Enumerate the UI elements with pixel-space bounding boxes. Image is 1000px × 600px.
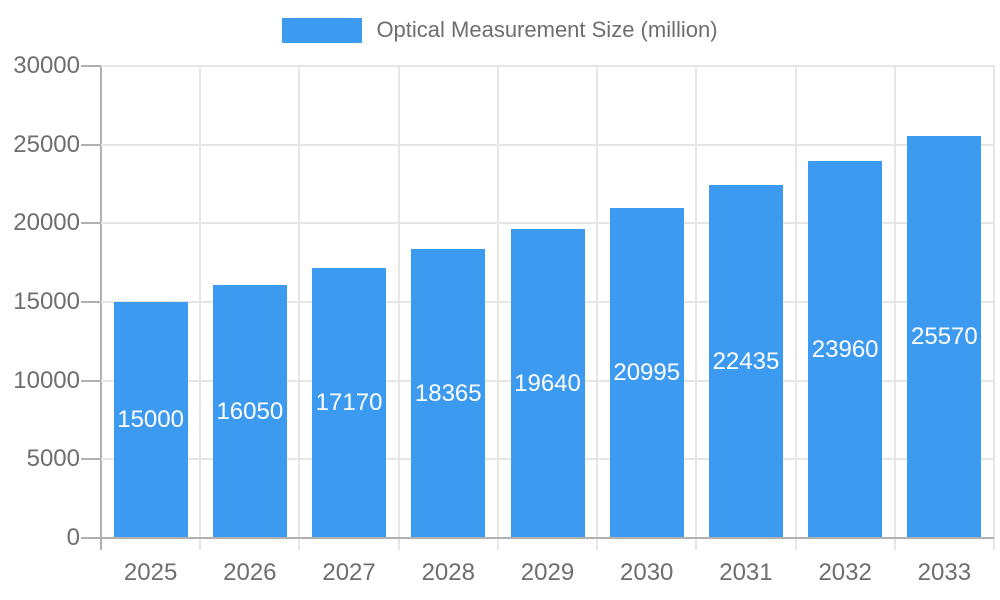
x-tick-label: 2029 — [520, 559, 575, 586]
y-tick-mark — [81, 143, 101, 146]
bar-value-label: 23960 — [811, 335, 879, 363]
bar-2032[interactable]: 23960 — [808, 161, 883, 538]
y-axis-line — [100, 66, 102, 550]
x-tick-label: 2032 — [818, 559, 872, 586]
y-tick-mark — [81, 301, 101, 303]
bar-value-label: 15000 — [117, 406, 184, 433]
v-gridline — [496, 66, 499, 550]
v-gridline — [993, 66, 995, 550]
y-tick-mark — [81, 379, 101, 382]
y-tick-mark — [81, 537, 101, 539]
bar-2028[interactable]: 18365 — [411, 249, 486, 538]
y-tick-label: 0 — [66, 524, 80, 551]
x-tick-label: 2031 — [719, 559, 773, 586]
x-tick-label: 2033 — [917, 559, 972, 586]
y-tick-label: 5000 — [26, 445, 80, 473]
x-tick-label: 2030 — [620, 559, 674, 586]
h-gridline — [101, 143, 994, 146]
v-gridline — [199, 66, 202, 550]
bar-value-label: 19640 — [514, 369, 581, 397]
x-tick-label: 2027 — [322, 559, 376, 586]
v-gridline — [596, 66, 599, 550]
bar-value-label: 20995 — [613, 358, 681, 386]
legend[interactable]: Optical Measurement Size (million) — [0, 16, 1000, 44]
bar-2025[interactable]: 15000 — [113, 302, 188, 538]
y-tick-mark — [81, 458, 101, 461]
plot-area: 15000 16050 17170 18365 19640 20995 22435 23960… — [101, 65, 995, 550]
bar-value-label: 17170 — [315, 388, 383, 416]
bar-2029[interactable]: 19640 — [510, 229, 585, 538]
h-gridline — [101, 65, 994, 67]
y-tick-mark — [81, 222, 101, 225]
v-gridline — [695, 66, 698, 550]
y-tick-label: 20000 — [13, 209, 80, 237]
y-tick-label: 10000 — [13, 366, 80, 394]
bar-value-label: 16050 — [216, 397, 284, 425]
y-tick-label: 25000 — [13, 130, 80, 158]
x-tick-label: 2026 — [223, 559, 277, 586]
bar-value-label: 18365 — [414, 379, 482, 407]
bar-value-label: 22435 — [712, 347, 780, 375]
bar-value-label: 25570 — [911, 322, 978, 350]
x-tick-label: 2028 — [421, 559, 475, 586]
x-axis-line — [101, 537, 994, 539]
v-gridline — [893, 66, 896, 550]
v-gridline — [298, 66, 301, 550]
h-gridline — [101, 222, 994, 225]
v-gridline — [397, 66, 400, 550]
bar-2027[interactable]: 17170 — [312, 267, 387, 538]
x-tick-label: 2025 — [123, 559, 178, 586]
y-tick-mark — [81, 65, 101, 67]
bar-2030[interactable]: 20995 — [609, 207, 684, 538]
y-tick-label: 30000 — [13, 52, 80, 79]
v-gridline — [794, 66, 797, 550]
legend-label: Optical Measurement Size (million) — [376, 17, 718, 42]
y-tick-label: 15000 — [13, 288, 80, 315]
bar-2026[interactable]: 16050 — [212, 285, 287, 538]
bar-2031[interactable]: 22435 — [708, 185, 783, 538]
bar-2033[interactable]: 25570 — [907, 135, 982, 538]
legend-swatch — [282, 17, 363, 43]
